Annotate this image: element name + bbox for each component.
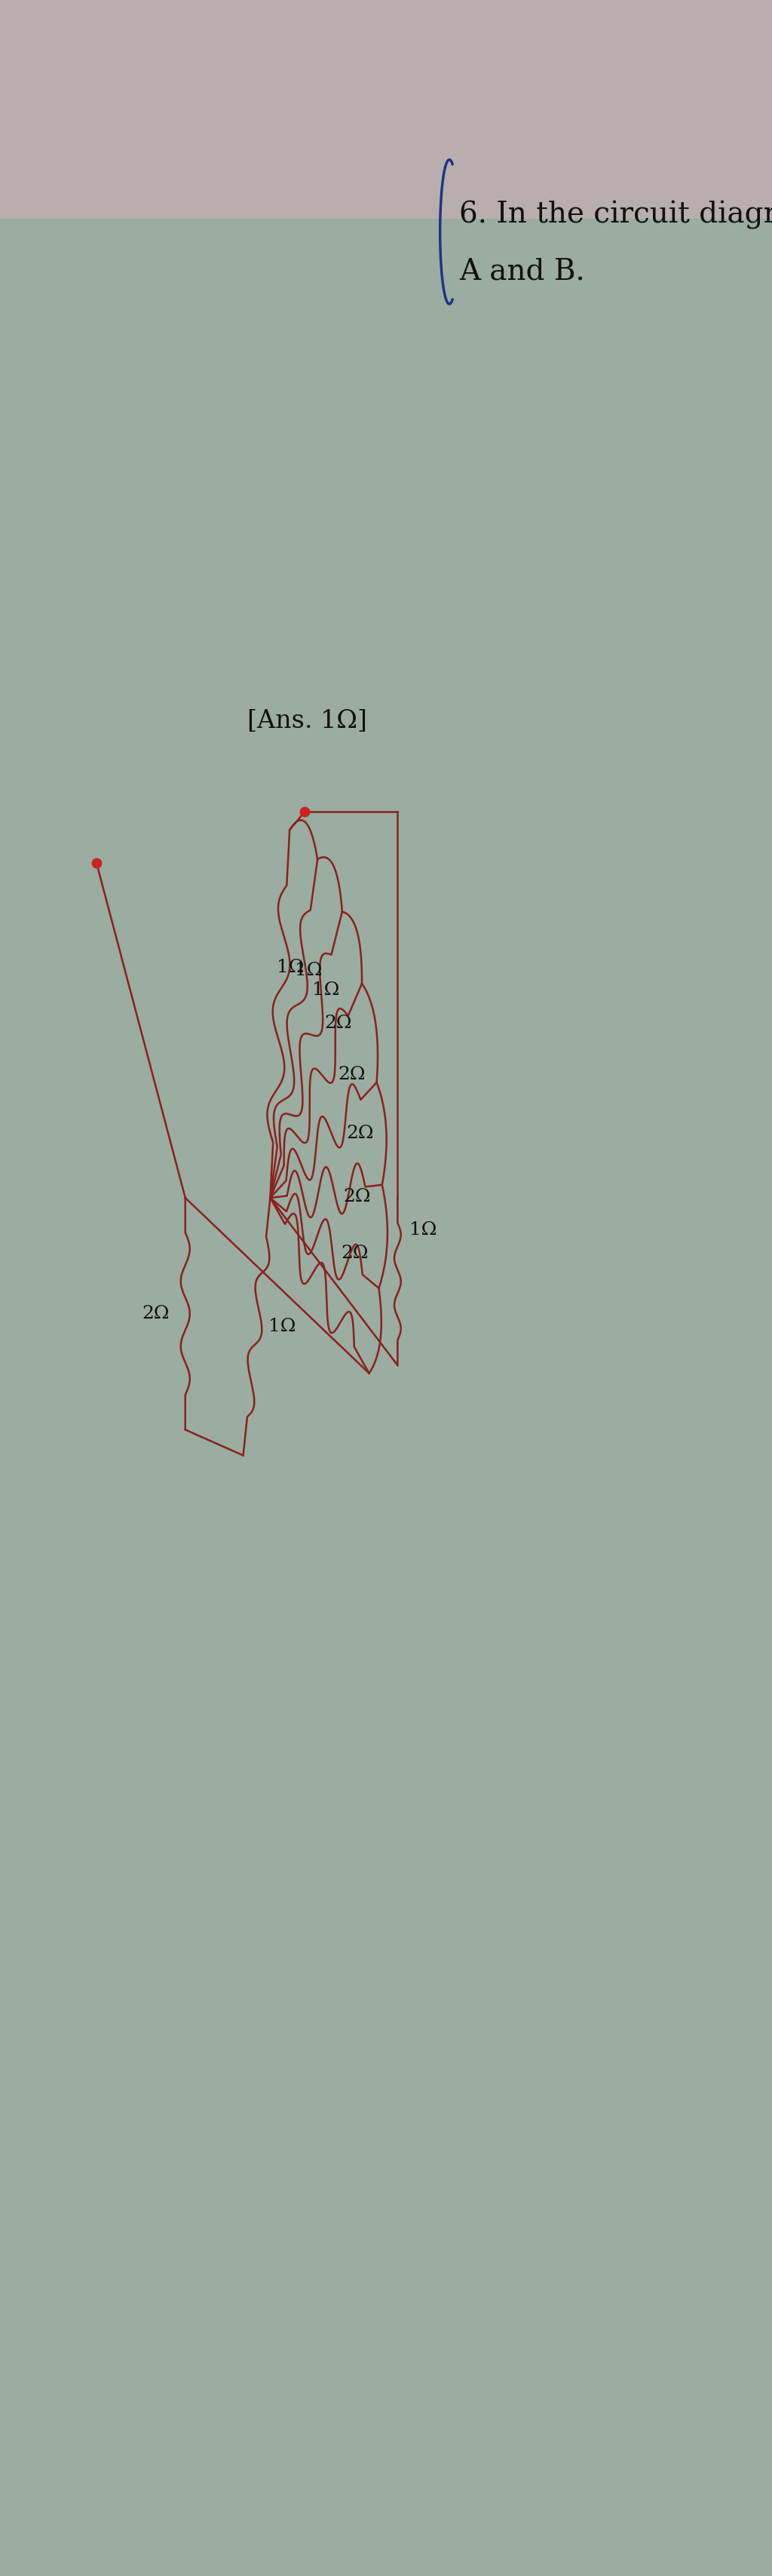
Text: 2Ω: 2Ω	[344, 1188, 371, 1206]
Text: [Ans. 1Ω]: [Ans. 1Ω]	[247, 708, 367, 734]
Text: 2Ω: 2Ω	[325, 1015, 352, 1030]
Text: 1Ω: 1Ω	[295, 961, 322, 979]
Text: 6. In the circuit diagram, calculate resistance between points: 6. In the circuit diagram, calculate res…	[459, 201, 772, 229]
Text: 1Ω: 1Ω	[409, 1221, 437, 1239]
Text: 2Ω: 2Ω	[338, 1066, 366, 1084]
Text: 2Ω: 2Ω	[346, 1126, 374, 1141]
Text: 1Ω: 1Ω	[312, 981, 340, 999]
Text: 1Ω: 1Ω	[276, 958, 304, 976]
Text: A and B.: A and B.	[459, 258, 585, 286]
Text: 2Ω: 2Ω	[142, 1306, 170, 1321]
Text: 2Ω: 2Ω	[341, 1244, 369, 1262]
FancyBboxPatch shape	[0, 0, 772, 219]
Text: 1Ω: 1Ω	[269, 1319, 296, 1334]
